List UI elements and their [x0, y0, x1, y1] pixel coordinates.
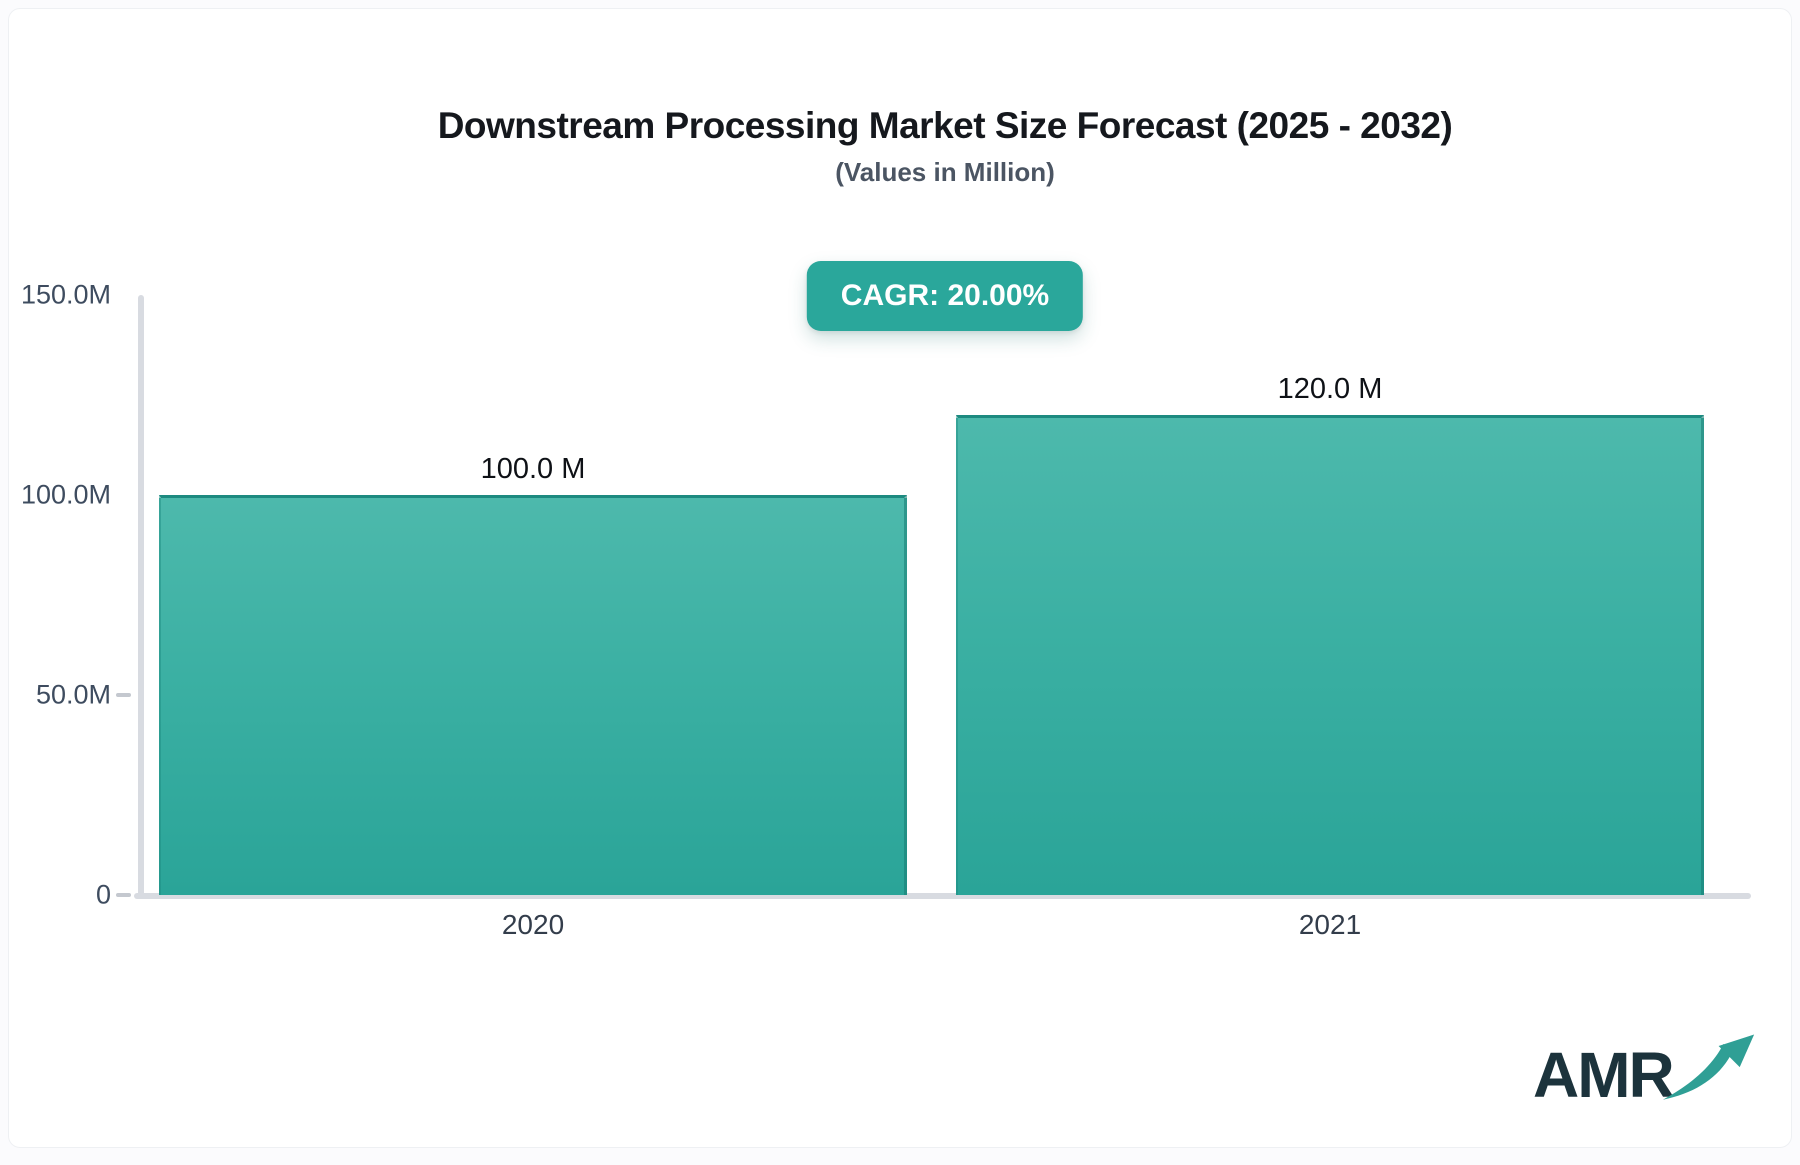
y-tick-dash: [116, 693, 131, 697]
y-tick-label: 150.0M: [9, 280, 111, 311]
amr-logo-text: AMR: [1533, 1038, 1673, 1112]
bar-value-label: 100.0 M: [481, 453, 586, 486]
y-tick-label: 100.0M: [9, 480, 111, 511]
x-axis-label-2021: 2021: [1299, 909, 1361, 941]
x-axis-label-2020: 2020: [502, 909, 564, 941]
bar-2020[interactable]: [159, 495, 907, 895]
y-tick-label: 0: [9, 880, 111, 911]
plot-area: 150.0M 100.0M 50.0M 0 100.0 M 2020 120.0 M 202…: [9, 9, 1800, 1165]
trend-up-arrow-icon: [1661, 1032, 1757, 1106]
bar-2021[interactable]: [956, 415, 1704, 895]
bar-value-label: 120.0 M: [1278, 373, 1383, 406]
chart-card: Downstream Processing Market Size Foreca…: [8, 8, 1792, 1148]
y-tick-label: 50.0M: [9, 680, 111, 711]
y-axis-line: [138, 295, 144, 899]
amr-logo: AMR: [1533, 1027, 1783, 1122]
y-tick-dash: [116, 893, 131, 897]
